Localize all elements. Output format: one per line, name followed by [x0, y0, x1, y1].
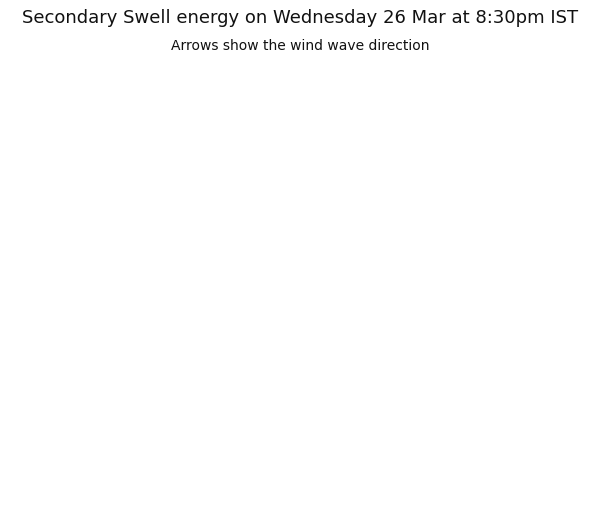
- Text: cartopy required: cartopy required: [208, 275, 393, 295]
- Text: Arrows show the wind wave direction: Arrows show the wind wave direction: [171, 39, 430, 53]
- Text: Secondary Swell energy on Wednesday 26 Mar at 8:30pm IST: Secondary Swell energy on Wednesday 26 M…: [22, 9, 579, 27]
